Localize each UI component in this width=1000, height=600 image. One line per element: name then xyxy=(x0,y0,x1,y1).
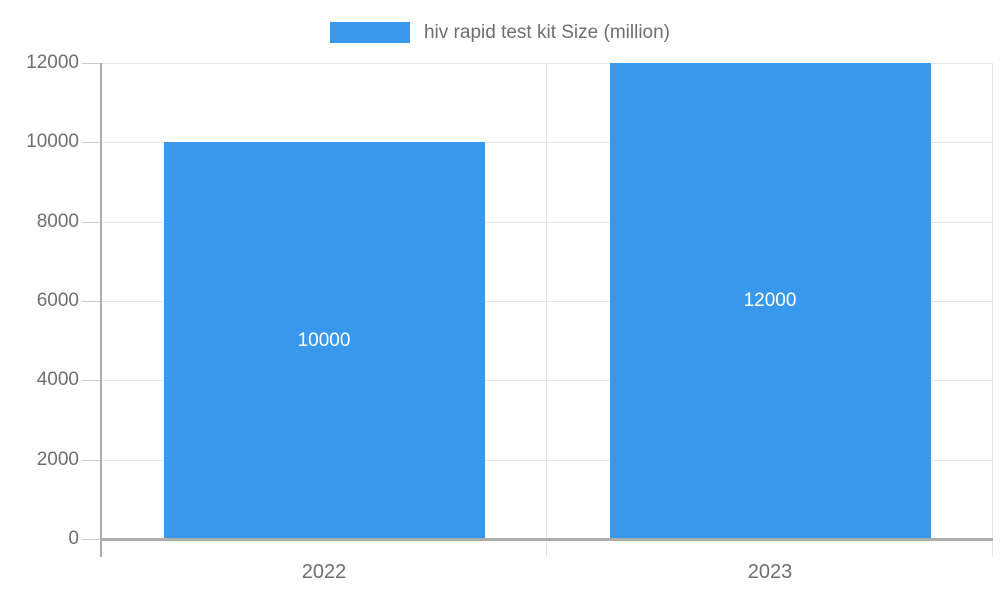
y-gridline xyxy=(101,221,993,223)
y-axis-tick xyxy=(82,301,101,302)
y-axis-tick xyxy=(82,380,101,382)
x-axis-line xyxy=(100,538,993,541)
bar[interactable]: 10000 xyxy=(163,142,485,539)
y-axis-tick xyxy=(82,459,101,461)
legend-item[interactable]: hiv rapid test kit Size (million) xyxy=(0,22,1000,43)
y-axis-tick xyxy=(82,221,101,223)
y-axis-tick-label: 10000 xyxy=(26,131,79,153)
y-gridline xyxy=(101,459,993,461)
x-axis-category-label: 2023 xyxy=(747,561,793,583)
plot-area: 0 2000 4000 6000 8000 10000 12000 10000 2022 1200… xyxy=(26,52,993,583)
y-axis-tick-label: 8000 xyxy=(36,210,79,232)
y-axis-tick xyxy=(82,142,101,144)
y-gridline xyxy=(101,63,993,64)
y-axis-tick-label: 0 xyxy=(68,528,79,549)
y-axis-tick xyxy=(82,63,101,64)
legend-swatch xyxy=(329,22,410,43)
bar-value-label: 10000 xyxy=(297,329,351,351)
y-gridline xyxy=(101,380,993,382)
y-axis-line xyxy=(100,63,102,557)
y-gridline xyxy=(101,301,993,302)
bar-value-label: 12000 xyxy=(743,290,797,311)
x-axis-category-label: 2022 xyxy=(301,561,347,583)
bar[interactable]: 12000 xyxy=(609,63,931,539)
y-gridline xyxy=(101,142,993,144)
legend-label: hiv rapid test kit Size (million) xyxy=(423,22,671,43)
y-axis-tick xyxy=(82,539,101,540)
y-axis-tick-label: 12000 xyxy=(26,52,79,73)
y-axis-tick-label: 6000 xyxy=(36,290,79,311)
y-axis-tick-label: 4000 xyxy=(36,369,79,391)
plot-right-border xyxy=(992,63,993,557)
category-separator xyxy=(546,63,547,557)
y-axis-tick-label: 2000 xyxy=(36,448,79,470)
